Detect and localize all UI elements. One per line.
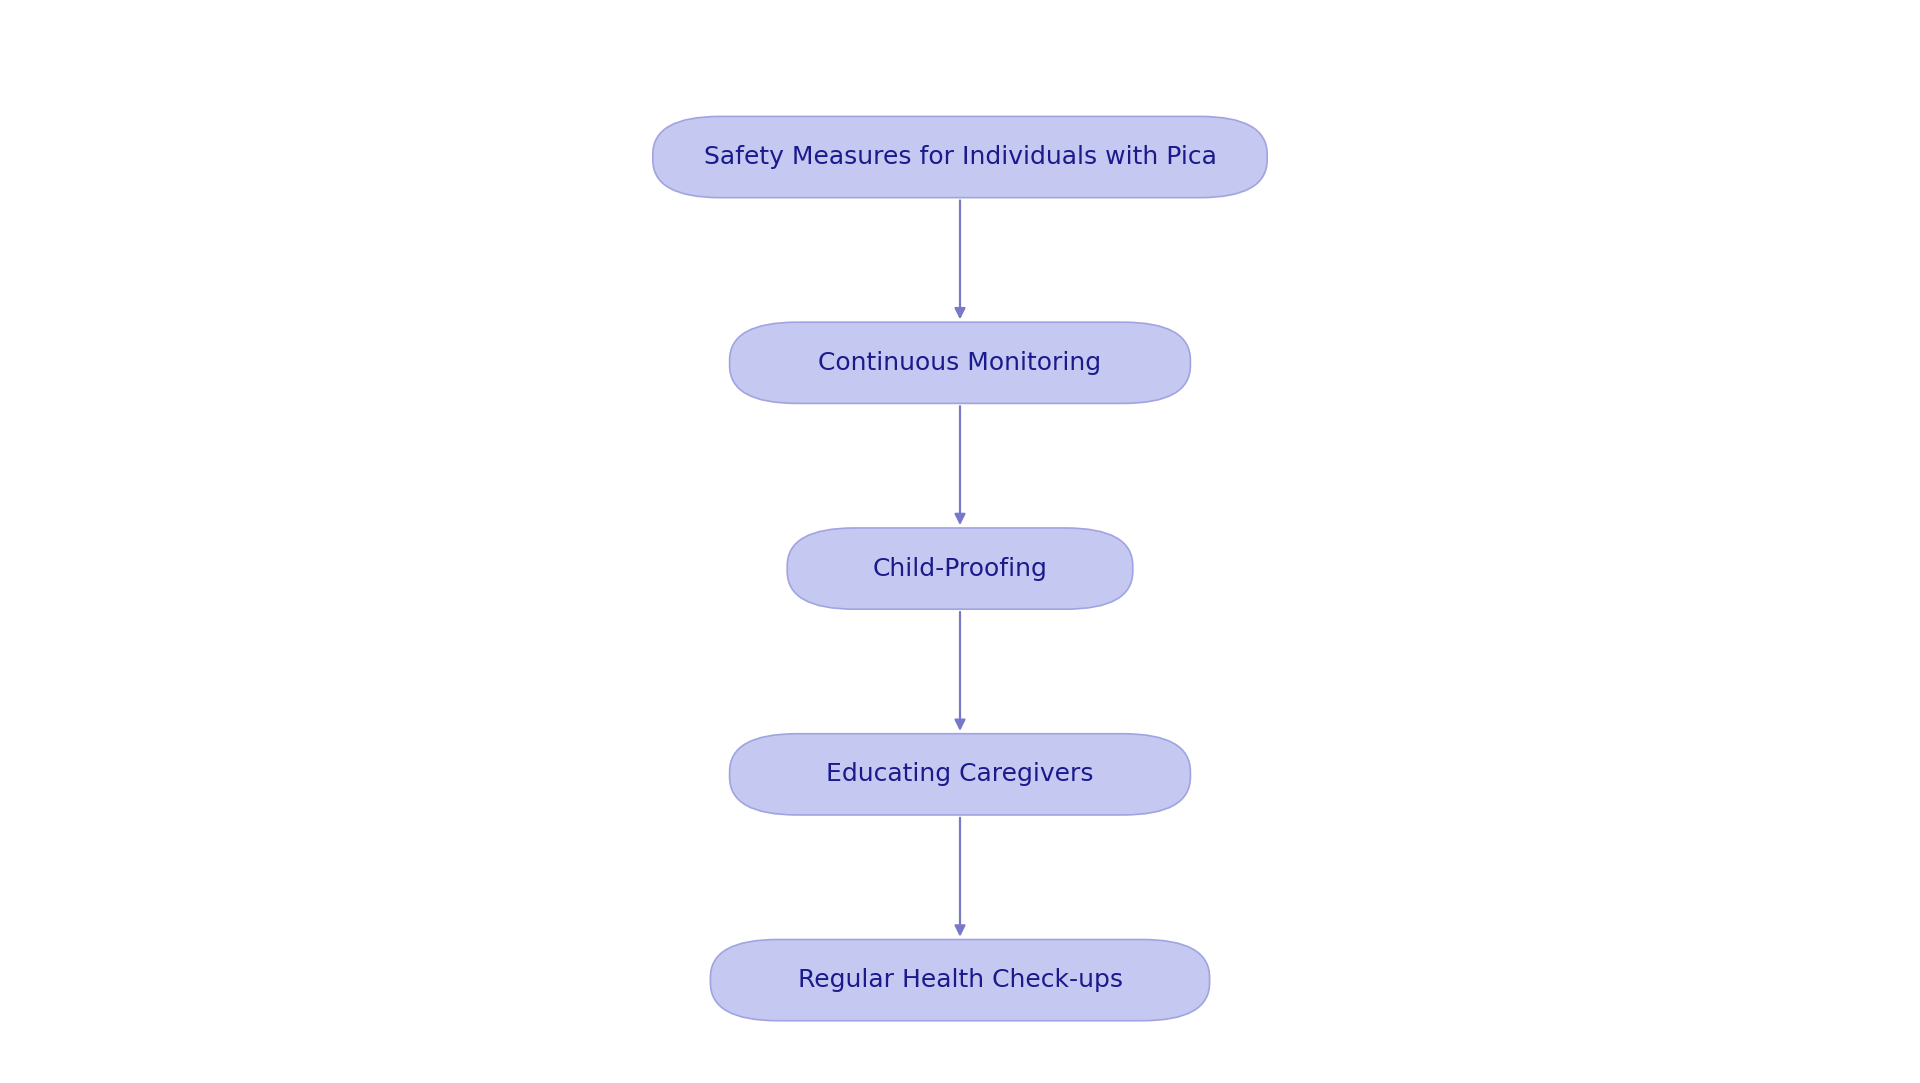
- FancyBboxPatch shape: [787, 529, 1133, 609]
- FancyBboxPatch shape: [730, 323, 1190, 403]
- Text: Continuous Monitoring: Continuous Monitoring: [818, 351, 1102, 375]
- Text: Child-Proofing: Child-Proofing: [872, 557, 1048, 580]
- Text: Regular Health Check-ups: Regular Health Check-ups: [797, 968, 1123, 992]
- FancyBboxPatch shape: [710, 939, 1210, 1020]
- Text: Safety Measures for Individuals with Pica: Safety Measures for Individuals with Pic…: [703, 145, 1217, 169]
- FancyBboxPatch shape: [653, 117, 1267, 198]
- Text: Educating Caregivers: Educating Caregivers: [826, 762, 1094, 786]
- FancyBboxPatch shape: [730, 734, 1190, 815]
